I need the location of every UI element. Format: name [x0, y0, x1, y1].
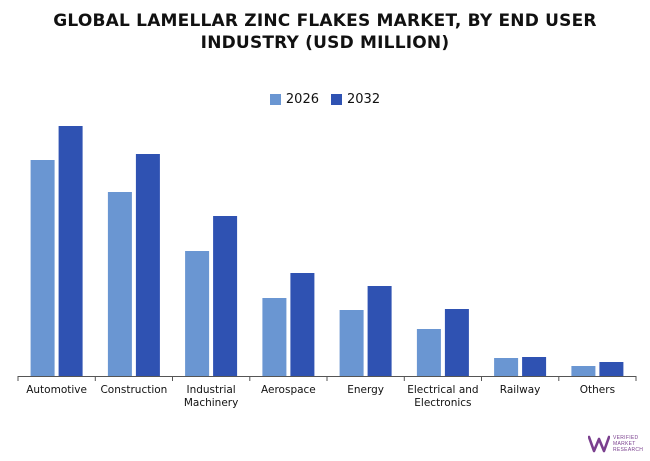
- chart-title-line-2: INDUSTRY (USD MILLION): [200, 33, 450, 53]
- legend-item-2026: 2026: [269, 92, 319, 107]
- category-label-2-line-1: Machinery: [184, 397, 238, 409]
- category-label-1-line-0: Construction: [100, 384, 167, 396]
- category-label-3-line-0: Aerospace: [261, 384, 316, 396]
- bar-2026-4: [339, 310, 364, 376]
- chart-title: GLOBAL LAMELLAR ZINC FLAKES MARKET, BY E…: [0, 10, 650, 54]
- chart-title-line-1: GLOBAL LAMELLAR ZINC FLAKES MARKET, BY E…: [53, 11, 597, 31]
- bar-2026-5: [416, 329, 441, 376]
- legend-swatch-2026: [269, 94, 281, 105]
- bar-2026-7: [571, 366, 596, 376]
- bar-2032-0: [58, 126, 83, 376]
- legend-swatch-2032: [331, 94, 342, 105]
- bar-2032-5: [444, 309, 469, 376]
- legend-label-2026: 2026: [285, 92, 319, 107]
- bar-2026-1: [107, 192, 132, 376]
- chart-legend: 2026 2032: [0, 92, 650, 107]
- category-label-7-line-0: Others: [580, 384, 615, 396]
- category-label-7: Others: [580, 384, 615, 396]
- bar-2032-4: [367, 286, 392, 376]
- bar-2026-3: [262, 298, 287, 376]
- category-label-6: Railway: [500, 384, 541, 396]
- bar-2032-6: [522, 357, 547, 376]
- bar-2026-2: [185, 251, 210, 376]
- verified-market-research-logo: VERIFIED MARKET RESEARCH: [588, 433, 643, 455]
- category-label-1: Construction: [100, 384, 167, 396]
- bar-2032-1: [135, 154, 160, 376]
- category-label-5: Electrical and Electronics: [407, 384, 478, 409]
- category-label-5-line-1: Electronics: [414, 397, 471, 409]
- category-label-0: Automotive: [26, 384, 87, 396]
- category-label-2: Industrial Machinery: [184, 384, 238, 409]
- vmr-logo-text: VERIFIED MARKET RESEARCH: [613, 435, 643, 453]
- legend-label-2032: 2032: [347, 92, 381, 107]
- category-label-6-line-0: Railway: [500, 384, 541, 396]
- logo-line-3: RESEARCH: [613, 447, 644, 453]
- category-label-5-line-0: Electrical and: [407, 384, 478, 396]
- legend-item-2032: 2032: [331, 92, 380, 107]
- category-label-3: Aerospace: [261, 384, 316, 396]
- category-label-4-line-0: Energy: [347, 384, 384, 396]
- category-label-2-line-0: Industrial: [186, 384, 235, 396]
- bar-2032-3: [290, 273, 315, 376]
- category-label-0-line-0: Automotive: [26, 384, 87, 396]
- bar-2032-7: [599, 362, 624, 376]
- bar-2032-2: [213, 216, 238, 376]
- logo-line-1: VERIFIED: [613, 435, 639, 441]
- vmr-logo-icon: [588, 435, 610, 453]
- bar-2026-6: [494, 358, 519, 376]
- bar-2026-0: [30, 160, 55, 376]
- category-label-4: Energy: [347, 384, 384, 396]
- logo-line-2: MARKET: [613, 441, 636, 447]
